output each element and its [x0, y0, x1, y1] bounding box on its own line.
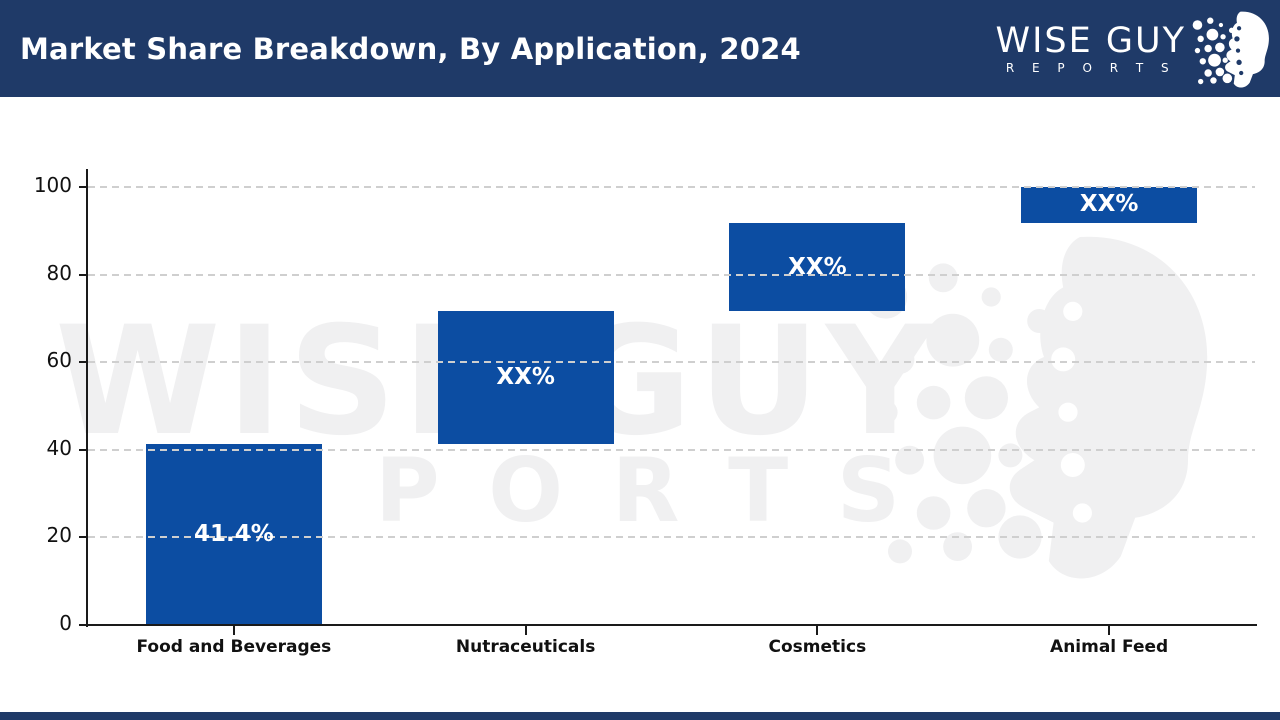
y-tick-mark: [79, 361, 87, 364]
y-tick-label: 0: [59, 611, 72, 635]
header: Market Share Breakdown, By Application, …: [0, 0, 1280, 97]
brand-subtitle: R E P O R T S: [1005, 61, 1176, 76]
x-tick-label: Food and Beverages: [136, 637, 332, 657]
bar-2: [437, 311, 614, 444]
wiseguy-logo-text: WISE GUY R E P O R T S: [995, 20, 1186, 76]
x-tick-label: Nutraceuticals: [455, 637, 596, 657]
y-tick-mark: [79, 536, 87, 539]
brand-name: WISE GUY: [995, 20, 1186, 61]
y-tick-mark: [79, 273, 87, 276]
x-tick-mark: [232, 626, 235, 635]
bar-value-label: 41.4%: [193, 520, 274, 547]
x-tick-mark: [524, 626, 527, 635]
x-tick-mark: [816, 626, 819, 635]
bar-4: [1021, 187, 1198, 223]
y-tick-label: 80: [46, 260, 72, 285]
y-tick-mark: [79, 624, 87, 626]
plot-area: WISE GUY R E P O R T S 0 20 40 60 80 100 41.4%…: [0, 97, 1280, 712]
bar-value-label: XX%: [496, 364, 555, 391]
y-tick-label: 60: [46, 348, 72, 373]
x-axis-line: [86, 624, 1257, 626]
y-tick-mark: [79, 186, 87, 188]
gridline-40: [88, 448, 1255, 451]
y-tick-label: 40: [46, 435, 72, 460]
x-tick-mark: [1108, 626, 1111, 635]
wiseguy-face-icon: [1190, 9, 1270, 89]
bar-3: [729, 222, 906, 312]
bar-1: [145, 443, 322, 625]
wiseguy-logo: WISE GUY R E P O R T S: [995, 8, 1270, 90]
bar-value-label: XX%: [1079, 191, 1139, 217]
bar-value-label: XX%: [788, 253, 847, 280]
gridline-80: [88, 273, 1255, 276]
x-tick-label: Cosmetics: [768, 637, 867, 657]
x-tick-label: Animal Feed: [1050, 637, 1169, 657]
y-tick-mark: [79, 448, 87, 451]
y-tick-label: 20: [46, 523, 72, 548]
gridline-60: [88, 361, 1255, 364]
page-title: Market Share Breakdown, By Application, …: [20, 31, 801, 66]
y-axis-line: [86, 169, 88, 627]
gridline-100: [88, 186, 1255, 188]
footer-bar: [0, 712, 1280, 720]
y-tick-label: 100: [33, 173, 72, 197]
gridline-20: [88, 536, 1255, 539]
